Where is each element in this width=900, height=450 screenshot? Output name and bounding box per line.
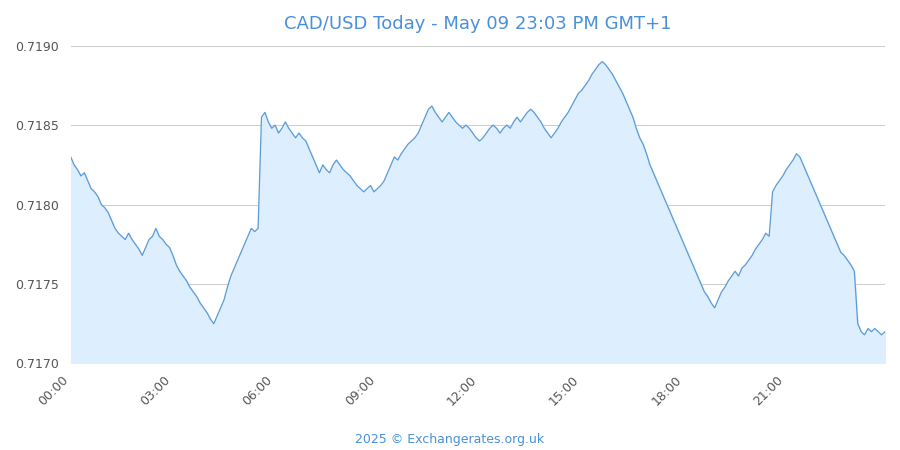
Text: 2025 © Exchangerates.org.uk: 2025 © Exchangerates.org.uk: [356, 432, 544, 446]
Title: CAD/USD Today - May 09 23:03 PM GMT+1: CAD/USD Today - May 09 23:03 PM GMT+1: [284, 15, 671, 33]
